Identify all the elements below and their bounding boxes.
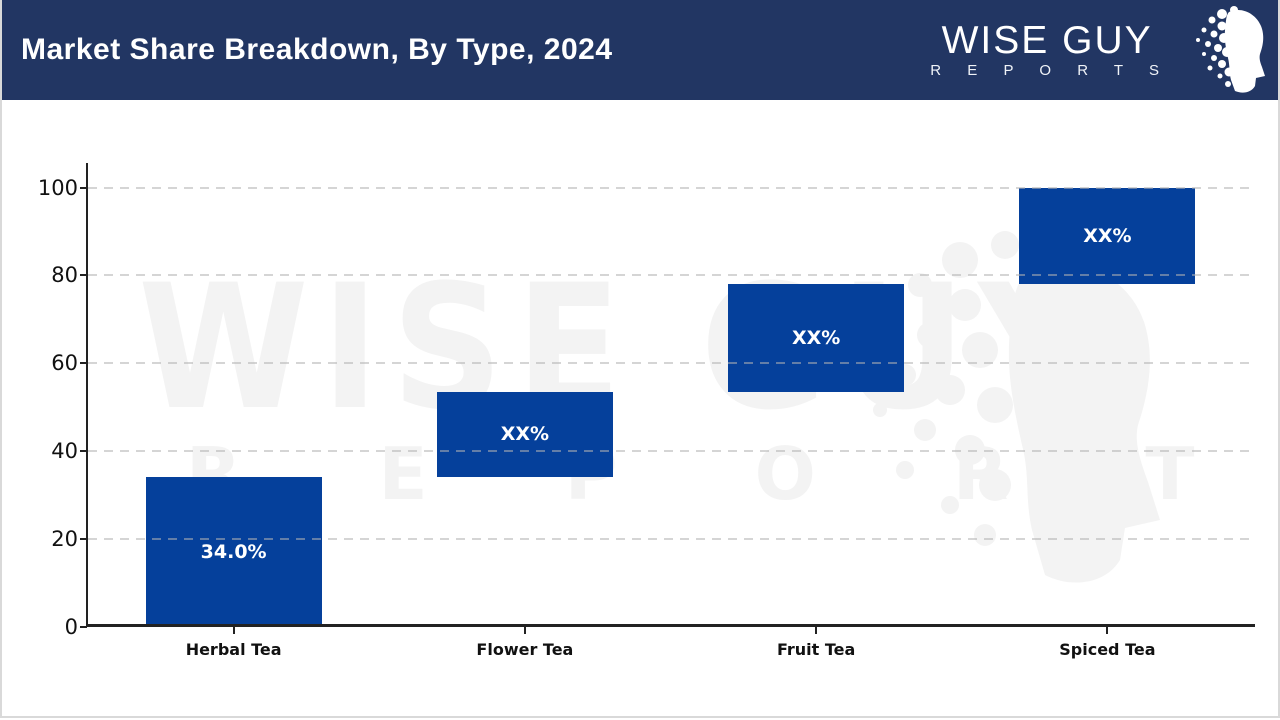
y-tick-mark: [80, 274, 87, 277]
x-tick-mark: [815, 627, 818, 634]
bar-fruit-tea: [728, 284, 905, 392]
bar-flower-tea: [436, 391, 613, 478]
y-tick-label: 40: [51, 438, 78, 463]
x-tick-label: Fruit Tea: [776, 640, 856, 659]
gridline-80: [88, 274, 1253, 277]
bar-value-label: XX%: [1083, 224, 1132, 247]
gridline-60: [88, 362, 1253, 365]
y-tick-label: 60: [51, 351, 78, 376]
bar-value-label: XX%: [791, 326, 841, 349]
logo-wordmark-line1: WISE GUY: [941, 19, 1153, 62]
head-profile-icon: [1196, 6, 1265, 93]
x-tick-mark: [232, 627, 235, 634]
x-axis-spine: [86, 624, 1255, 627]
x-tick-label: Spiced Tea: [1059, 640, 1156, 659]
y-tick-mark: [80, 449, 87, 452]
bar-value-label: XX%: [500, 423, 550, 446]
y-tick-mark: [80, 186, 87, 189]
x-tick-label: Flower Tea: [476, 640, 574, 659]
logo-wordmark: WISE GUY R E P O R T S: [924, 20, 1170, 80]
bar-herbal-tea: [145, 477, 322, 627]
x-tick-mark: [1106, 627, 1109, 634]
gridline-100: [88, 186, 1253, 189]
gridline-20: [88, 537, 1253, 540]
y-tick-label: 100: [37, 175, 78, 200]
y-tick-label: 80: [51, 263, 78, 288]
gridline-40: [88, 449, 1253, 452]
y-tick-mark: [80, 537, 87, 540]
logo-wordmark-line2: R E P O R T S: [930, 62, 1170, 79]
page-title: Market Share Breakdown, By Type, 2024: [21, 33, 613, 66]
y-tick-label: 20: [51, 526, 78, 551]
x-tick-mark: [523, 627, 526, 634]
y-axis-spine: [86, 163, 88, 627]
header-banner: Market Share Breakdown, By Type, 2024 WI…: [0, 0, 1280, 100]
watermark-head-profile-icon: [858, 231, 1160, 583]
x-tick-label: Herbal Tea: [185, 640, 282, 659]
wise-guy-reports-logo: WISE GUY R E P O R T S: [924, 6, 1266, 94]
y-tick-mark: [80, 362, 87, 365]
y-tick-label: 0: [64, 614, 78, 639]
bar-value-label: 34.0%: [200, 540, 267, 563]
bar-spiced-tea: [1019, 187, 1196, 285]
y-tick-mark: [80, 625, 87, 628]
